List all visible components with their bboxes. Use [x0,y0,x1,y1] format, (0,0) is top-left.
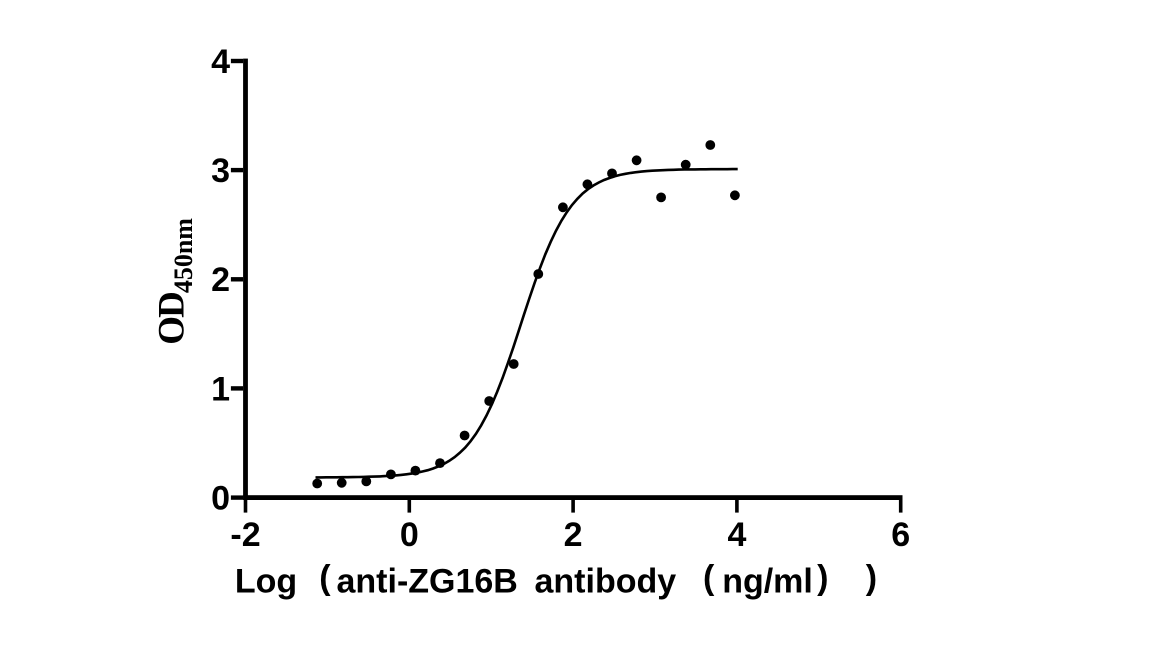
svg-text:0: 0 [211,480,230,518]
svg-text:anti-ZG16B: anti-ZG16B [337,563,518,601]
svg-text:4: 4 [211,43,230,81]
svg-text:2: 2 [211,261,230,299]
svg-text:4: 4 [727,516,746,554]
svg-text:): ) [817,559,828,597]
svg-text:6: 6 [891,516,910,554]
svg-text:Log: Log [235,563,297,601]
svg-text:0: 0 [400,516,419,554]
svg-text:2: 2 [564,516,583,554]
svg-text:): ) [866,559,877,597]
svg-text:-2: -2 [230,516,260,554]
svg-text:antibody: antibody [535,563,677,601]
svg-text:(: ( [703,559,715,597]
svg-text:ng/ml: ng/ml [722,563,813,601]
svg-text:3: 3 [211,152,230,190]
svg-text:1: 1 [211,370,230,408]
svg-text:(: ( [319,559,331,597]
